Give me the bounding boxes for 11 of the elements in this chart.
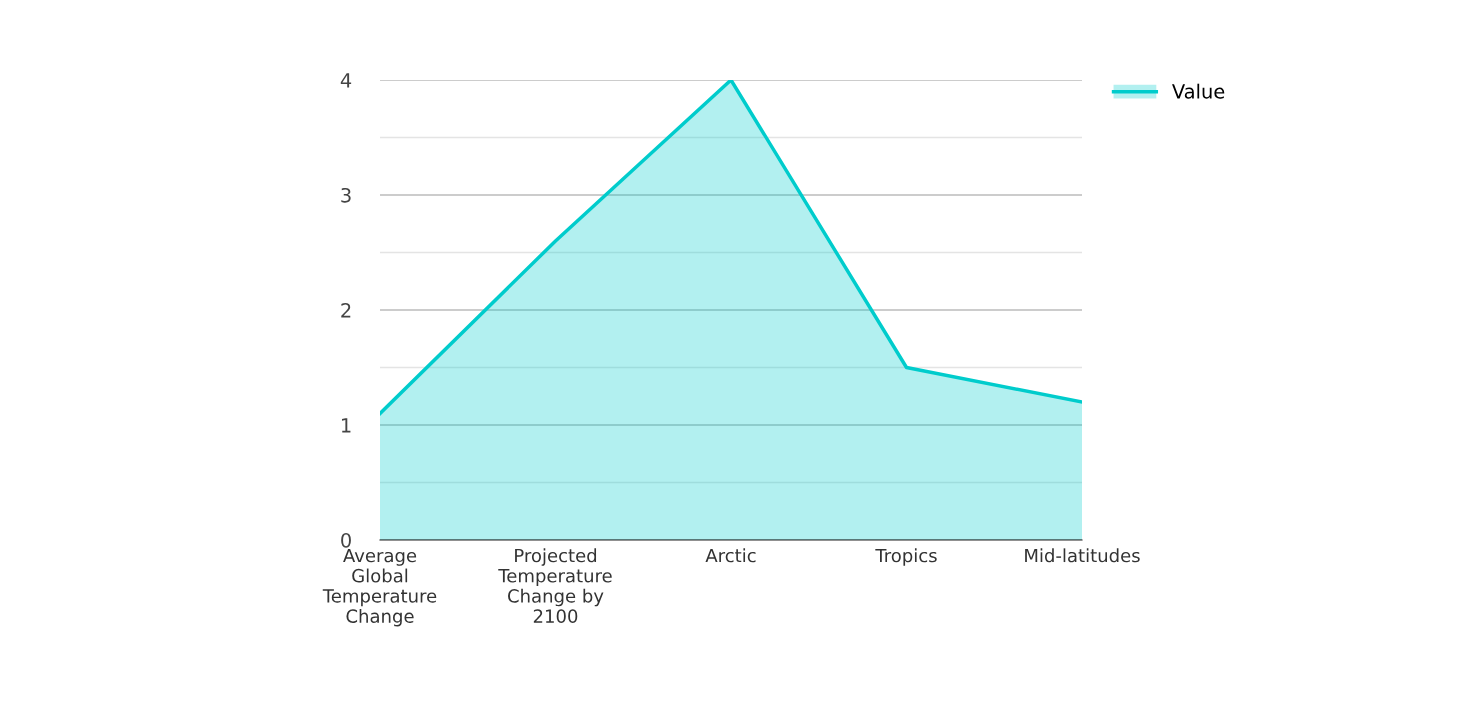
x-tick-label: Mid-latitudes xyxy=(1025,548,1140,563)
y-tick-label: 2 xyxy=(341,302,351,318)
legend-label: Value xyxy=(1172,83,1225,99)
x-tick-label: Arctic xyxy=(705,548,756,563)
y-tick-label: 1 xyxy=(341,418,351,433)
y-tick-label: 4 xyxy=(340,73,352,88)
y-tick-label: 0 xyxy=(341,532,351,548)
y-tick-label: 3 xyxy=(341,187,351,203)
x-tick-label: Projected Temperature Change by 2100 xyxy=(498,548,612,623)
x-tick-label: Average Global Temperature Change xyxy=(322,548,437,627)
x-tick-label: Tropics xyxy=(875,548,937,566)
